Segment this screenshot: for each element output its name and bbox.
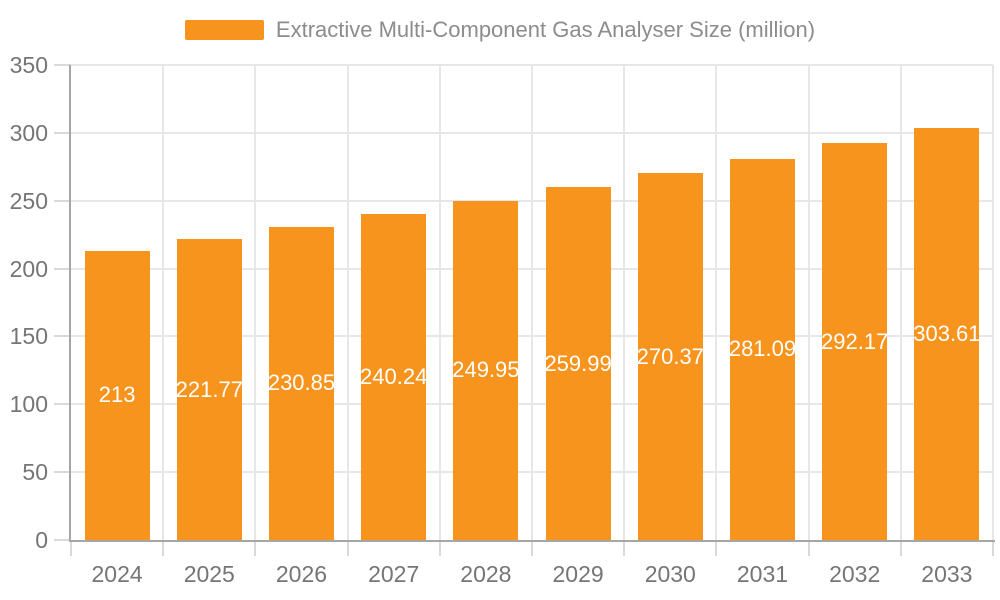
bar	[637, 173, 703, 540]
bar-value-label: 303.61	[913, 320, 981, 346]
x-gridline	[899, 65, 902, 540]
x-axis-tick	[992, 540, 994, 556]
x-axis-line	[69, 540, 995, 542]
legend-item[interactable]: Extractive Multi-Component Gas Analyser …	[0, 17, 1000, 43]
bar-value-label: 213	[98, 382, 136, 408]
bar	[84, 250, 150, 540]
y-axis-label: 300	[9, 119, 48, 146]
x-gridline	[438, 65, 441, 540]
y-axis-tick	[54, 403, 71, 406]
x-axis-label: 2028	[460, 561, 512, 587]
bar-value-label: 292.17	[821, 328, 889, 354]
bar-value-label: 259.99	[544, 350, 612, 376]
x-axis-label: 2026	[275, 561, 328, 587]
x-axis-label: 2027	[368, 561, 420, 587]
x-axis-tick	[623, 540, 626, 556]
y-axis-label: 150	[9, 323, 48, 350]
x-axis-label: 2030	[644, 561, 696, 587]
y-axis-label: 250	[9, 187, 48, 214]
bar-value-label: 270.37	[636, 343, 704, 369]
bar	[361, 213, 427, 540]
bar	[730, 158, 795, 540]
y-axis-label: 100	[9, 391, 48, 418]
x-gridline	[715, 65, 718, 540]
x-axis-label: 2029	[552, 561, 604, 587]
y-axis-line	[69, 65, 71, 540]
y-axis-tick	[54, 539, 71, 541]
y-axis-label: 350	[9, 52, 48, 78]
y-axis-tick	[54, 131, 71, 134]
x-axis-label: 2031	[736, 561, 789, 587]
x-axis-tick	[438, 540, 441, 556]
x-axis-tick	[346, 540, 349, 556]
x-axis-label: 2024	[91, 561, 143, 587]
x-axis-label: 2032	[829, 561, 881, 587]
y-axis-tick	[54, 471, 71, 474]
bar	[914, 127, 980, 540]
bar-value-label: 249.95	[452, 357, 520, 383]
x-axis-tick	[899, 540, 902, 556]
x-gridline	[346, 65, 349, 540]
bar-value-label: 221.77	[175, 376, 243, 402]
x-axis-label: 2033	[921, 561, 973, 587]
bar	[176, 239, 242, 540]
bar	[545, 187, 611, 540]
bar-value-label: 240.24	[360, 363, 428, 389]
x-gridline	[992, 65, 994, 540]
x-gridline	[531, 65, 533, 540]
bar	[822, 143, 888, 540]
bar-value-label: 281.09	[728, 336, 797, 362]
y-axis-tick	[54, 199, 71, 202]
y-axis-tick	[54, 267, 71, 270]
x-axis-label: 2025	[183, 561, 235, 587]
x-gridline	[162, 65, 165, 540]
legend-swatch	[184, 20, 264, 40]
x-gridline	[254, 65, 257, 540]
bar	[453, 200, 519, 540]
y-axis-tick	[54, 64, 71, 66]
x-axis-tick	[531, 540, 533, 556]
plot-area: 213 221.77 230.85 240.24 249.95 259.99 270.37 2…	[54, 64, 995, 542]
y-axis-label: 200	[9, 255, 48, 282]
x-gridline	[807, 65, 810, 540]
y-axis-tick	[54, 335, 71, 338]
x-axis-tick	[715, 540, 718, 556]
x-axis-tick	[807, 540, 810, 556]
x-gridline	[623, 65, 626, 540]
y-axis-label: 50	[22, 459, 48, 486]
x-axis-tick	[254, 540, 257, 556]
x-axis-tick	[70, 540, 72, 556]
bar-value-label: 230.85	[267, 370, 336, 396]
legend-label: Extractive Multi-Component Gas Analyser …	[275, 17, 816, 42]
bar	[269, 226, 334, 540]
y-axis-label: 0	[35, 527, 48, 553]
x-axis-tick	[162, 540, 165, 556]
